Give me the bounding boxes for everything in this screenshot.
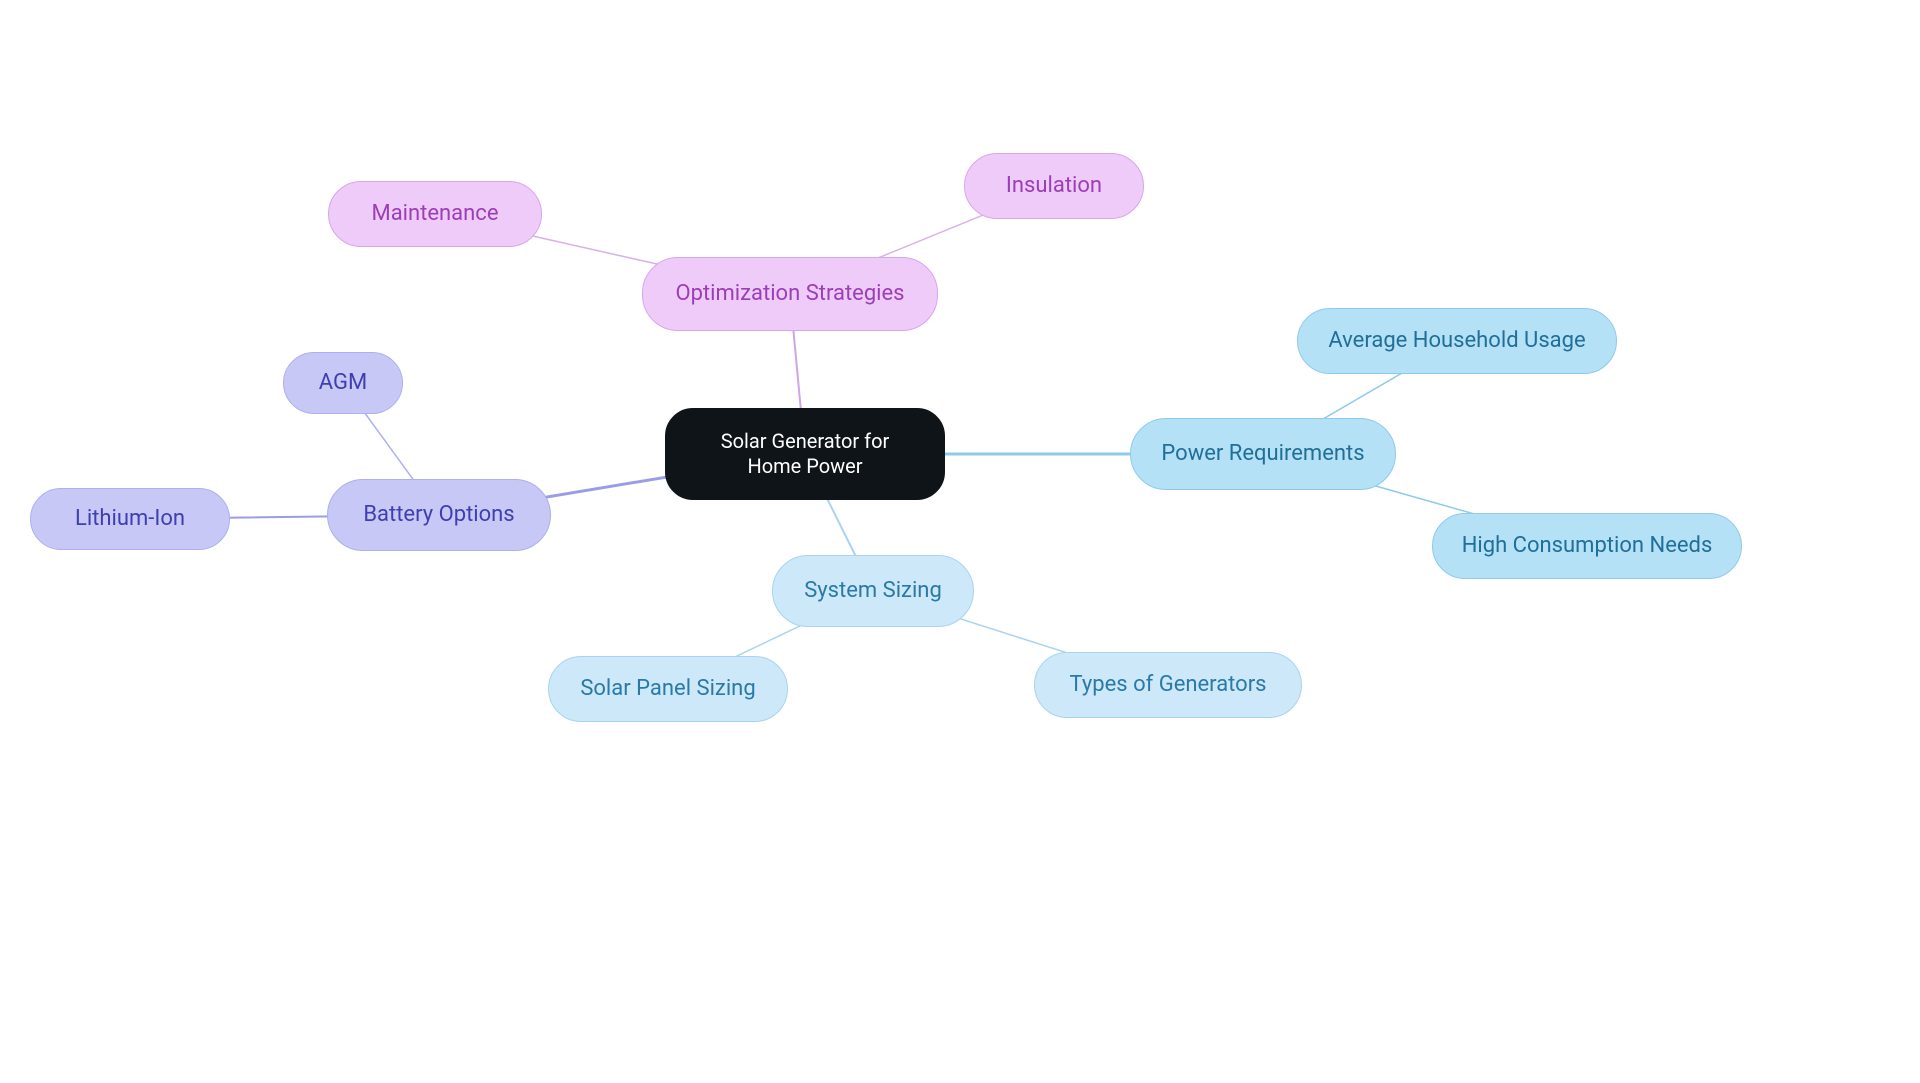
node-label: Power Requirements — [1161, 440, 1364, 468]
node-high: High Consumption Needs — [1432, 513, 1742, 579]
node-label: AGM — [319, 369, 367, 397]
node-label: Solar Panel Sizing — [580, 675, 755, 703]
node-label: Maintenance — [372, 200, 499, 228]
node-maint: Maintenance — [328, 181, 542, 247]
node-label: Average Household Usage — [1328, 327, 1585, 355]
node-avg: Average Household Usage — [1297, 308, 1617, 374]
node-root: Solar Generator for Home Power — [665, 408, 945, 500]
node-battery: Battery Options — [327, 479, 551, 551]
node-label: High Consumption Needs — [1462, 532, 1713, 560]
node-sizing: System Sizing — [772, 555, 974, 627]
node-opt: Optimization Strategies — [642, 257, 938, 331]
node-label: Battery Options — [363, 501, 514, 529]
node-types: Types of Generators — [1034, 652, 1302, 718]
node-label: Solar Generator for Home Power — [694, 429, 916, 479]
node-panel: Solar Panel Sizing — [548, 656, 788, 722]
node-label: Optimization Strategies — [675, 280, 904, 308]
node-label: System Sizing — [804, 577, 942, 605]
node-label: Types of Generators — [1069, 671, 1266, 699]
node-power: Power Requirements — [1130, 418, 1396, 490]
node-insul: Insulation — [964, 153, 1144, 219]
node-agm: AGM — [283, 352, 403, 414]
node-li: Lithium-Ion — [30, 488, 230, 550]
mindmap-canvas: Solar Generator for Home Power Optimizati… — [0, 0, 1920, 1083]
node-label: Insulation — [1006, 172, 1102, 200]
node-label: Lithium-Ion — [75, 505, 185, 533]
